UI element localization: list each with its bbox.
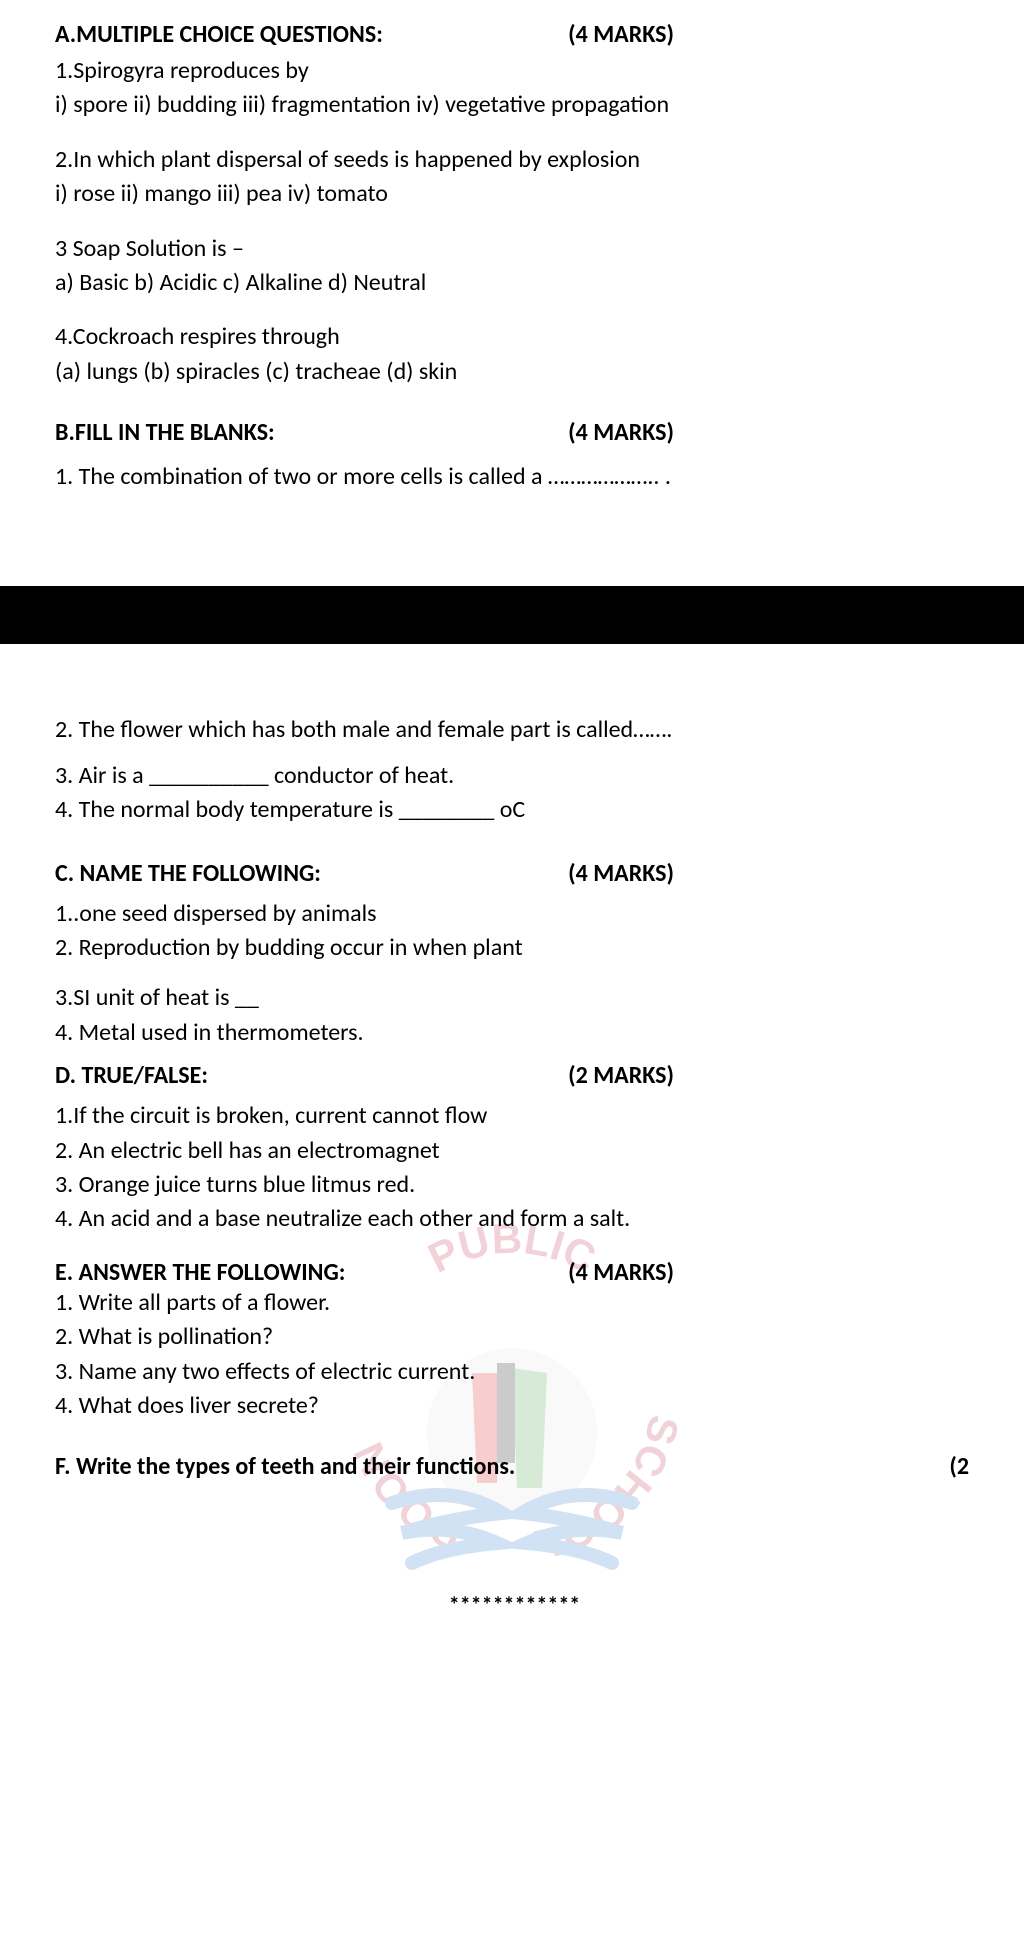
section-d-header: D. TRUE/FALSE: (2 MARKS) xyxy=(55,1061,974,1090)
q-d4: 4. An acid and a base neutralize each ot… xyxy=(55,1203,974,1235)
section-b-marks: (4 MARKS) xyxy=(568,418,974,447)
q-b4: 4. The normal body temperature is ______… xyxy=(55,794,974,826)
q-c2: 2. Reproduction by budding occur in when… xyxy=(55,932,974,964)
question-a1: 1.Spirogyra reproduces by i) spore ii) b… xyxy=(55,55,974,122)
q-d2: 2. An electric bell has an electromagnet xyxy=(55,1135,974,1167)
section-f-header: F. Write the types of teeth and their fu… xyxy=(55,1452,974,1481)
q-a2-options: i) rose ii) mango iii) pea iv) tomato xyxy=(55,178,974,210)
q-b3: 3. Air is a __________ conductor of heat… xyxy=(55,760,974,792)
section-f-title: F. Write the types of teeth and their fu… xyxy=(55,1452,515,1481)
q-d1: 1.If the circuit is broken, current cann… xyxy=(55,1100,974,1132)
section-d-marks: (2 MARKS) xyxy=(568,1061,974,1090)
section-e-title: E. ANSWER THE FOLLOWING: xyxy=(55,1258,345,1287)
question-a2: 2.In which plant dispersal of seeds is h… xyxy=(55,144,974,211)
question-paper: A.MULTIPLE CHOICE QUESTIONS: (4 MARKS) 1… xyxy=(0,0,1024,536)
q-a3-options: a) Basic b) Acidic c) Alkaline d) Neutra… xyxy=(55,267,974,299)
q-b1: 1. The combination of two or more cells … xyxy=(55,461,974,493)
section-f-marks: (2 xyxy=(949,1452,974,1481)
q-a1-stem: 1.Spirogyra reproduces by xyxy=(55,55,974,87)
q-b2: 2. The flower which has both male and fe… xyxy=(55,714,974,746)
q-d3: 3. Orange juice turns blue litmus red. xyxy=(55,1169,974,1201)
section-b-header: B.FILL IN THE BLANKS: (4 MARKS) xyxy=(55,418,974,447)
q-c1: 1..one seed dispersed by animals xyxy=(55,898,974,930)
q-a1-options: i) spore ii) budding iii) fragmentation … xyxy=(55,89,974,121)
footer-stars: ************ xyxy=(55,1591,974,1618)
question-a3: 3 Soap Solution is – a) Basic b) Acidic … xyxy=(55,233,974,300)
q-a2-stem: 2.In which plant dispersal of seeds is h… xyxy=(55,144,974,176)
section-a-header: A.MULTIPLE CHOICE QUESTIONS: (4 MARKS) xyxy=(55,20,974,49)
q-e3: 3. Name any two effects of electric curr… xyxy=(55,1356,974,1388)
section-c-header: C. NAME THE FOLLOWING: (4 MARKS) xyxy=(55,859,974,888)
section-a-title: A.MULTIPLE CHOICE QUESTIONS: xyxy=(55,20,383,49)
question-a4: 4.Cockroach respires through (a) lungs (… xyxy=(55,321,974,388)
q-a4-stem: 4.Cockroach respires through xyxy=(55,321,974,353)
section-e-marks: (4 MARKS) xyxy=(568,1258,974,1287)
q-c3: 3.SI unit of heat is __ xyxy=(55,982,974,1014)
section-c-title: C. NAME THE FOLLOWING: xyxy=(55,859,321,888)
page-separator-bar xyxy=(0,586,1024,644)
section-e-header: E. ANSWER THE FOLLOWING: (4 MARKS) xyxy=(55,1258,974,1287)
section-c-marks: (4 MARKS) xyxy=(568,859,974,888)
q-a4-options: (a) lungs (b) spiracles (c) tracheae (d)… xyxy=(55,356,974,388)
q-e4: 4. What does liver secrete? xyxy=(55,1390,974,1422)
q-e2: 2. What is pollination? xyxy=(55,1321,974,1353)
question-paper-continued: 2. The flower which has both male and fe… xyxy=(0,714,1024,1659)
q-e1: 1. Write all parts of a flower. xyxy=(55,1287,974,1319)
q-a3-stem: 3 Soap Solution is – xyxy=(55,233,974,265)
q-c4: 4. Metal used in thermometers. xyxy=(55,1017,974,1049)
section-a-marks: (4 MARKS) xyxy=(568,20,974,49)
section-d-title: D. TRUE/FALSE: xyxy=(55,1061,208,1090)
section-b-title: B.FILL IN THE BLANKS: xyxy=(55,418,275,447)
